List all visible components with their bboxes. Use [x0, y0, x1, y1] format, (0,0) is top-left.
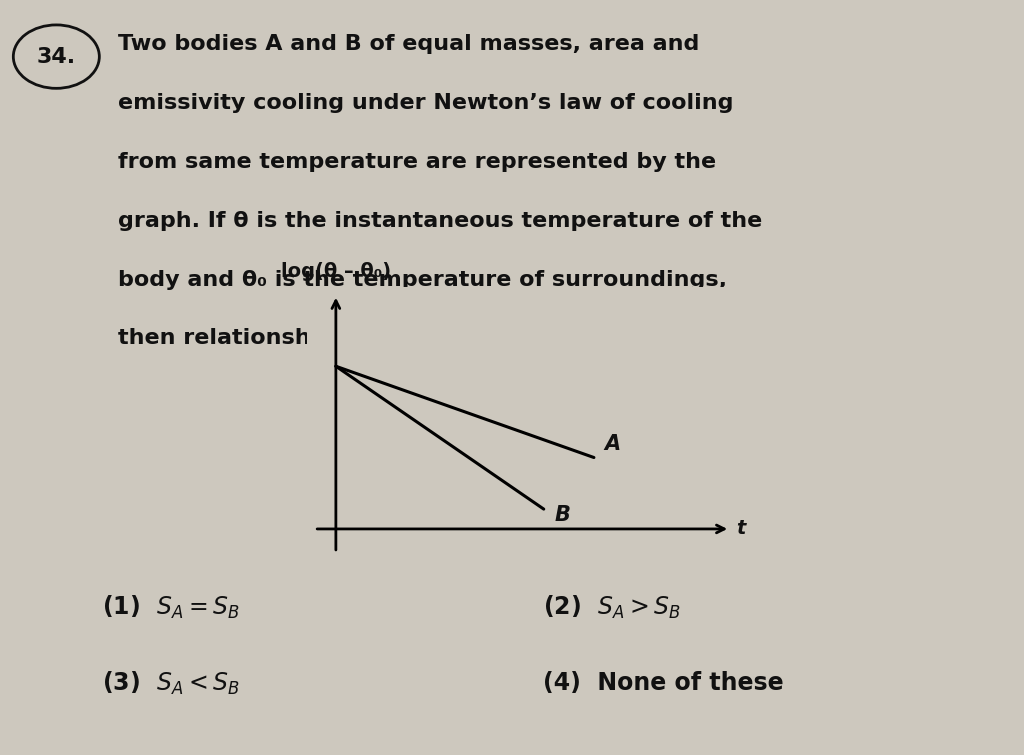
Text: emissivity cooling under Newton’s law of cooling: emissivity cooling under Newton’s law of…: [118, 93, 733, 112]
Text: (3)  $S_A < S_B$: (3) $S_A < S_B$: [102, 670, 241, 697]
Text: log(θ – θ₀): log(θ – θ₀): [281, 262, 391, 281]
Circle shape: [13, 25, 99, 88]
Text: Two bodies A and B of equal masses, area and: Two bodies A and B of equal masses, area…: [118, 34, 699, 54]
Text: graph. If θ is the instantaneous temperature of the: graph. If θ is the instantaneous tempera…: [118, 211, 762, 230]
Text: 34.: 34.: [37, 47, 76, 66]
Text: A: A: [604, 433, 621, 454]
Text: body and θ₀ is the temperature of surroundings,: body and θ₀ is the temperature of surrou…: [118, 270, 727, 289]
Text: from same temperature are represented by the: from same temperature are represented by…: [118, 152, 716, 171]
Text: then relationship between their specific heats is: then relationship between their specific…: [118, 328, 727, 348]
Text: (4)  None of these: (4) None of these: [543, 671, 783, 695]
Text: (2)  $S_A > S_B$: (2) $S_A > S_B$: [543, 594, 681, 621]
Text: (1)  $S_A = S_B$: (1) $S_A = S_B$: [102, 594, 241, 621]
Text: B: B: [555, 505, 570, 525]
Text: t: t: [736, 519, 745, 538]
